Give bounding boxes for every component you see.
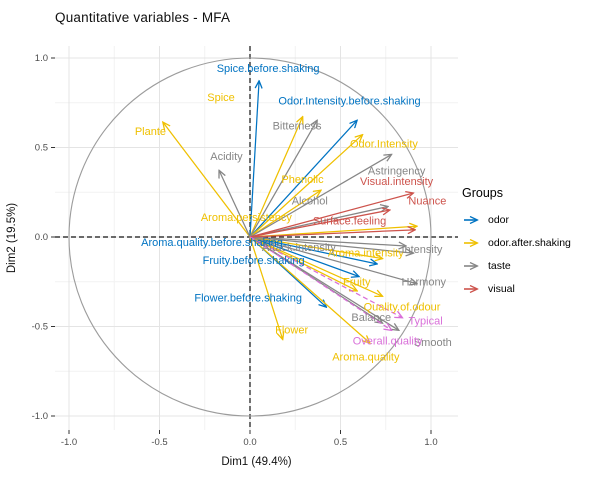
variable-label-visual-intensity: Visual.intensity	[360, 176, 434, 188]
variable-arrow-spice	[249, 117, 302, 238]
variable-label-bitterness: Bitterness	[273, 121, 322, 133]
legend-item-odor: odor	[462, 208, 571, 231]
variable-arrow-surface-feeling	[249, 230, 415, 238]
variable-label-aroma-quality: Aroma.quality	[332, 351, 400, 363]
unit-circle	[68, 57, 432, 417]
x-tick-label: 0.5	[334, 437, 347, 448]
variable-label-fruity: Fruity	[343, 276, 371, 288]
legend-item-taste: taste	[462, 254, 571, 277]
variable-label-smooth: Smooth	[414, 337, 452, 349]
variable-label-balance: Balance	[351, 312, 391, 324]
variable-arrow-overall-quality	[249, 236, 391, 330]
legend-arrow-icon	[464, 260, 482, 272]
variable-label-flower: Flower	[275, 325, 308, 337]
variable-label-phenolic: Phenolic	[281, 174, 324, 186]
variable-label-flower-before-shaking: Flower.before.shaking	[194, 292, 302, 304]
legend-item-visual: visual	[462, 277, 571, 300]
variable-label-nuance: Nuance	[408, 196, 446, 208]
variable-arrow-nuance	[249, 210, 389, 238]
variable-arrow-plante	[163, 122, 251, 238]
variable-label-fruity-before-shaking: Fruity.before.shaking	[203, 255, 305, 267]
legend-item-label: odor.after.shaking	[488, 236, 571, 249]
variable-arrow-smooth	[249, 236, 398, 330]
variable-arrow-attack-intensity	[249, 236, 406, 246]
variable-label-odor-intensity-before-shaking: Odor.Intensity.before.shaking	[278, 95, 420, 107]
variable-label-typical: Typical	[408, 316, 442, 328]
variable-label-plante: Plante	[135, 126, 166, 138]
y-tick-label: 1.0	[35, 53, 48, 64]
variable-arrow-spice-before-shaking	[249, 81, 259, 238]
variable-label-odor-intensity: Odor.Intensity	[350, 138, 418, 150]
legend-items: odor odor.after.shaking taste visual	[462, 208, 571, 300]
variable-label-attack-intensity: Attack.intensity	[262, 242, 336, 254]
variable-label-spice-before-shaking: Spice.before.shaking	[217, 63, 320, 75]
variable-arrow-odor-intensity-before-shaking	[249, 121, 357, 238]
legend-item-label: visual	[488, 282, 515, 295]
variable-arrow-astringency	[249, 155, 391, 238]
x-tick-label: 0.0	[243, 437, 256, 448]
variable-label-harmony: Harmony	[401, 276, 446, 288]
y-tick-label: -1.0	[32, 411, 48, 422]
x-tick-label: -1.0	[61, 437, 77, 448]
variable-label-astringency: Astringency	[368, 165, 426, 177]
legend-arrow-icon	[464, 214, 482, 226]
variable-arrow-visual-intensity	[249, 193, 413, 238]
variable-arrow-quality-of-odour	[249, 236, 382, 296]
variable-arrow-phenolic	[249, 190, 321, 238]
y-axis-title: Dim2 (19.5%)	[6, 203, 18, 273]
y-tick-label: -0.5	[32, 322, 48, 333]
variable-arrow-typical	[249, 236, 402, 318]
variable-label-aroma-quality-before-shaking: Aroma.quality.before.shaking	[141, 237, 283, 249]
variable-label-quality-of-odour: Quality.of.odour	[364, 301, 441, 313]
variable-label-aroma-intensity: Aroma.intensity	[328, 248, 404, 260]
variable-label-surface-feeling: Surface.feeling	[313, 215, 386, 227]
variable-arrow-flower	[249, 236, 283, 339]
variable-arrow-alcohol	[249, 207, 388, 238]
variable-label-alcohol: Alcohol	[292, 196, 328, 208]
variable-label-intensity: Intensity	[401, 244, 442, 256]
variable-arrow-harmony	[249, 236, 417, 284]
variable-arrow-fruity-before-shaking	[249, 236, 359, 276]
variable-label-overall-quality: Overall.quality	[353, 335, 423, 347]
y-tick-label: 0.5	[35, 143, 48, 154]
legend-title: Groups	[462, 186, 503, 200]
legend-item-label: odor	[488, 213, 510, 226]
legend: Groups odor odor.after.shaking taste visual	[462, 186, 571, 300]
legend-arrow-icon	[464, 237, 482, 249]
variable-arrow-intensity	[249, 236, 413, 253]
x-tick-label: 1.0	[424, 437, 437, 448]
variable-arrow-acidity	[219, 171, 251, 238]
variable-arrow-bitterness	[249, 121, 317, 238]
x-tick-label: -0.5	[151, 437, 167, 448]
legend-item-odor-after-shaking: odor.after.shaking	[462, 231, 571, 254]
variable-label-spice: Spice	[207, 92, 235, 104]
legend-item-label: taste	[488, 259, 511, 272]
variable-arrow-odor-intensity	[249, 135, 362, 238]
y-tick-label: 0.0	[35, 232, 48, 243]
legend-arrow-icon	[464, 283, 482, 295]
plot-title: Quantitative variables - MFA	[55, 10, 231, 25]
variable-arrow-aroma-quality	[249, 236, 369, 343]
variable-arrow-aroma-quality-before-shaking	[249, 236, 377, 264]
variable-label-aroma-persistency: Aroma.persistency	[201, 212, 293, 224]
x-axis-title: Dim1 (49.4%)	[221, 456, 291, 468]
variable-label-acidity: Acidity	[210, 151, 243, 163]
variable-arrow-aroma-intensity	[249, 236, 382, 258]
